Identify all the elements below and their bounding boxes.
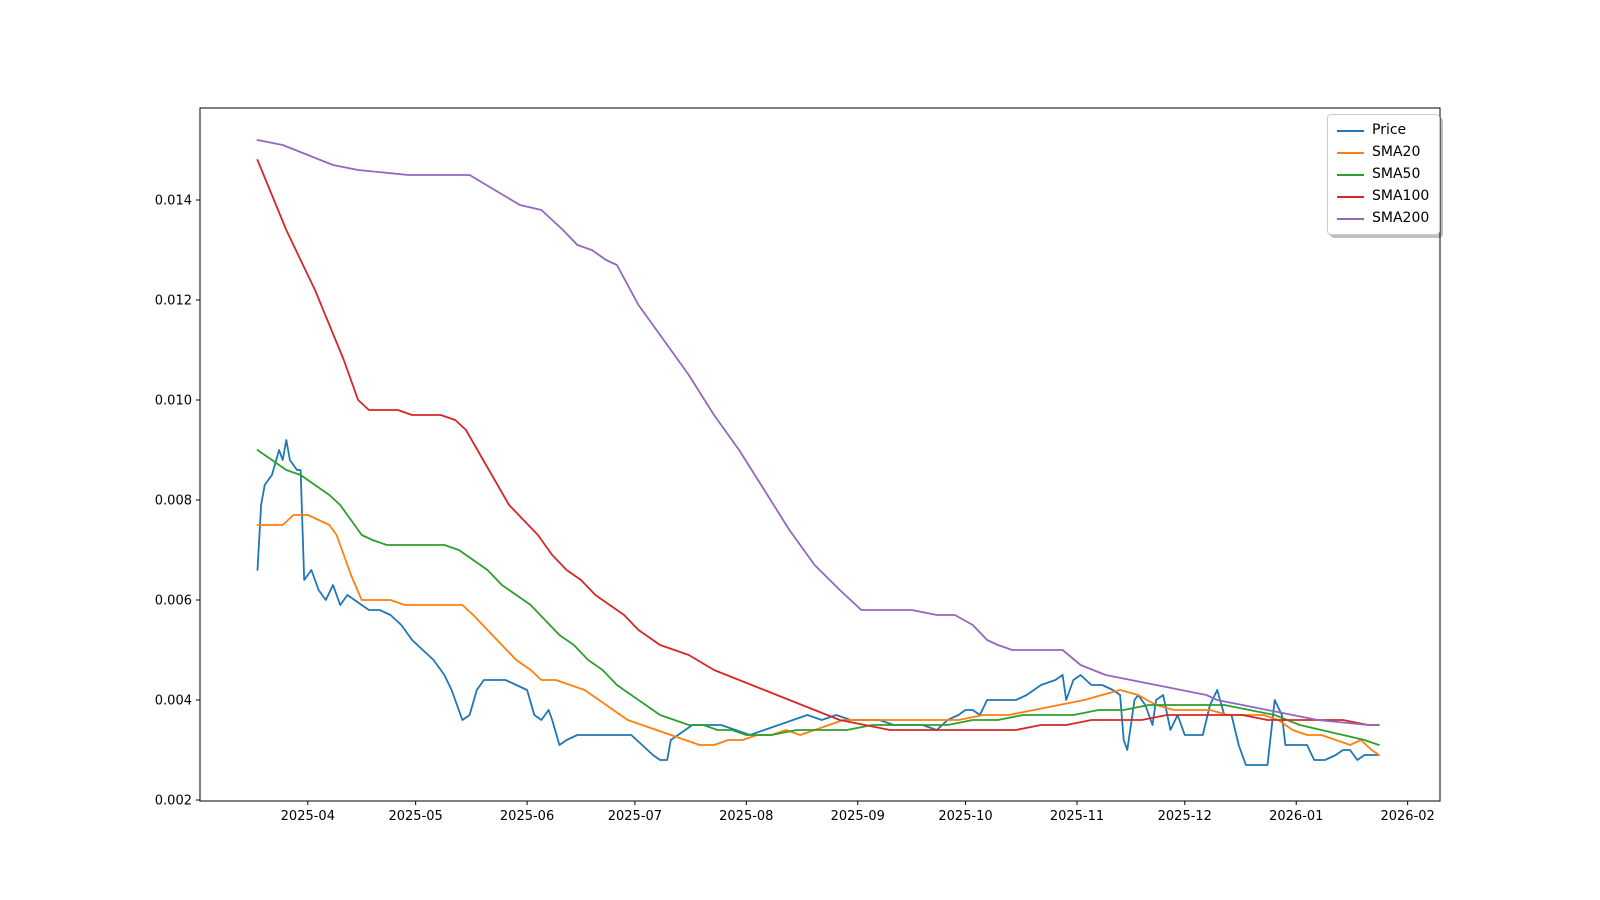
x-tick-label: 2025-12 xyxy=(1158,809,1212,824)
legend-entry-sma100: SMA100 xyxy=(1337,188,1429,205)
legend: Price SMA20 SMA50 SMA100 SMA200 xyxy=(1327,114,1441,235)
y-tick-label: 0.002 xyxy=(155,794,192,809)
x-tick-label: 2025-11 xyxy=(1050,809,1104,824)
plot-frame xyxy=(199,107,1441,802)
x-tick-label: 2025-06 xyxy=(500,809,554,824)
legend-entry-price: Price xyxy=(1337,122,1429,139)
y-tick-label: 0.012 xyxy=(155,294,192,309)
legend-label: SMA20 xyxy=(1372,144,1421,160)
series-line-sma20 xyxy=(256,514,1380,756)
series-line-sma100 xyxy=(256,159,1380,731)
x-tick-label: 2025-07 xyxy=(608,809,662,824)
legend-entry-sma20: SMA20 xyxy=(1337,144,1429,161)
legend-label: SMA200 xyxy=(1372,210,1430,226)
x-tick-label: 2025-08 xyxy=(719,809,773,824)
sma20-line-swatch xyxy=(1337,151,1364,154)
x-tick-label: 2025-09 xyxy=(831,809,885,824)
sma200-line-swatch xyxy=(1337,217,1364,220)
legend-entry-sma200: SMA200 xyxy=(1337,210,1429,227)
sma50-line-swatch xyxy=(1337,173,1364,176)
legend-label: Price xyxy=(1372,122,1407,138)
y-tick-label: 0.008 xyxy=(155,494,192,509)
y-tick-label: 0.006 xyxy=(155,594,192,609)
price-line-swatch xyxy=(1337,129,1364,132)
x-tick-label: 2025-10 xyxy=(938,809,992,824)
legend-entry-sma50: SMA50 xyxy=(1337,166,1429,183)
x-tick-label: 2025-04 xyxy=(281,809,335,824)
y-tick-label: 0.004 xyxy=(155,694,192,709)
y-tick-label: 0.010 xyxy=(155,394,192,409)
x-tick-label: 2026-02 xyxy=(1380,809,1434,824)
y-tick-label: 0.014 xyxy=(155,194,192,209)
legend-label: SMA50 xyxy=(1372,166,1421,182)
legend-label: SMA100 xyxy=(1372,188,1430,204)
series-line-price xyxy=(256,439,1380,766)
x-tick-label: 2025-05 xyxy=(388,809,442,824)
x-tick-label: 2026-01 xyxy=(1269,809,1323,824)
series-line-sma200 xyxy=(256,139,1380,726)
sma100-line-swatch xyxy=(1337,195,1364,198)
series-line-sma50 xyxy=(256,449,1380,746)
